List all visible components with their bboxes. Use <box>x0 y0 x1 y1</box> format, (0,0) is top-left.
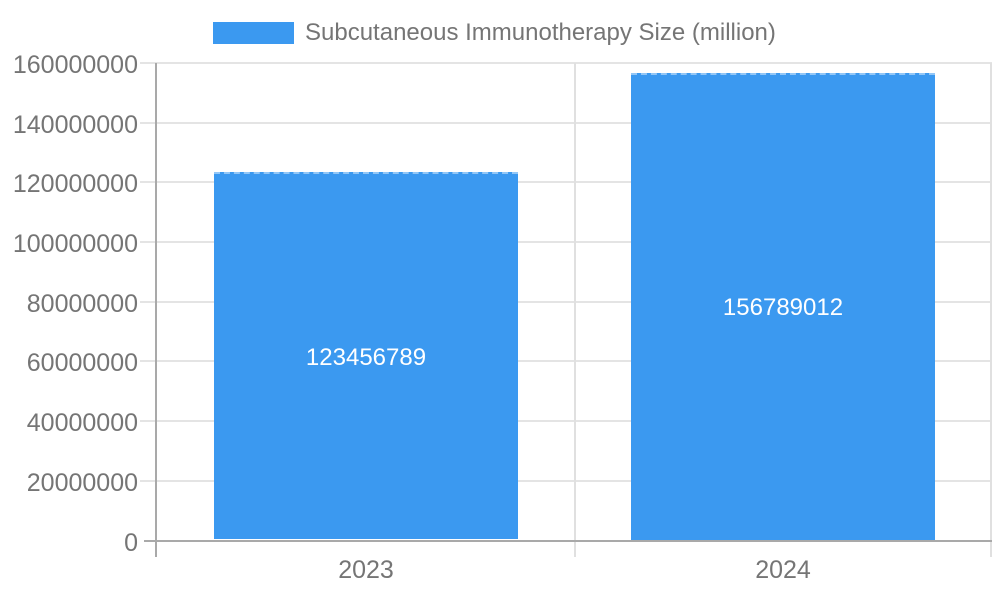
bar-2024[interactable]: 156789012 <box>631 73 935 540</box>
y-tick-label: 160000000 <box>12 51 138 79</box>
x-axis-line <box>144 539 992 542</box>
y-tick-label: 80000000 <box>26 289 138 318</box>
y-tick-label: 40000000 <box>26 409 138 438</box>
x-tick-label: 2024 <box>755 555 811 584</box>
category-boundary-line <box>573 63 576 557</box>
y-tick-label: 140000000 <box>12 110 138 139</box>
plot-right-border <box>990 63 992 557</box>
y-tick-label: 60000000 <box>26 349 138 378</box>
y-tick-label: 120000000 <box>12 170 138 199</box>
gridline-y <box>140 479 992 482</box>
y-tick-label: 20000000 <box>26 468 138 497</box>
gridline-y <box>140 121 992 124</box>
bar-value-label: 123456789 <box>305 344 427 371</box>
gridline-y <box>140 300 992 303</box>
gridline-y <box>140 241 992 244</box>
legend-label: Subcutaneous Immunotherapy Size (million… <box>305 19 776 46</box>
bar-value-label: 156789012 <box>722 294 844 321</box>
bar-2023[interactable]: 123456789 <box>214 172 518 539</box>
gridline-y <box>140 420 992 423</box>
y-tick-label: 100000000 <box>12 230 138 259</box>
gridline-y <box>140 360 992 363</box>
x-tick-label: 2023 <box>338 555 394 584</box>
gridline-y <box>140 181 992 184</box>
legend-swatch-icon <box>213 22 294 44</box>
legend[interactable]: Subcutaneous Immunotherapy Size (million… <box>213 20 776 46</box>
y-axis-line <box>155 63 157 557</box>
gridline-y <box>140 62 992 64</box>
y-tick-label: 0 <box>124 528 138 557</box>
